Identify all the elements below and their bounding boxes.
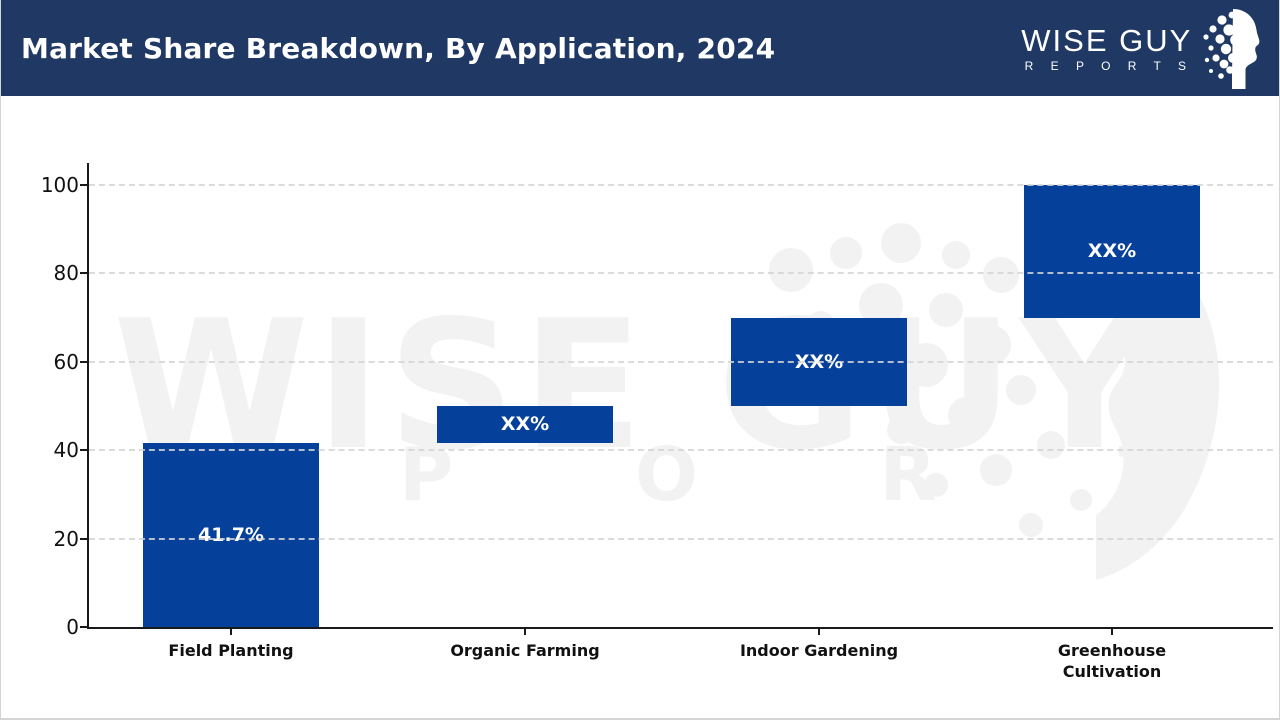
y-tick-label: 80 — [53, 261, 79, 286]
gridline — [89, 184, 1273, 186]
category-label-organic-farming: Organic Farming — [450, 641, 600, 660]
x-tick-mark — [818, 629, 820, 635]
page-title: Market Share Breakdown, By Application, … — [21, 31, 776, 65]
y-axis-line — [87, 163, 89, 629]
bar-organic-farming: XX% — [437, 406, 613, 443]
x-axis-line — [87, 627, 1273, 629]
y-tick-mark — [80, 360, 87, 363]
y-tick-mark — [80, 626, 87, 628]
gridline — [89, 537, 1273, 540]
x-tick-mark — [524, 629, 526, 635]
bar-value-label: XX% — [500, 413, 550, 436]
wise-guy-reports-logo: WISE GUY R E P O R T S — [1021, 6, 1261, 90]
x-tick-mark — [230, 629, 232, 635]
y-tick-label: 60 — [53, 349, 79, 374]
bar-field-planting: 41.7% — [143, 442, 319, 627]
logo-wordmark: WISE GUY — [1021, 22, 1193, 58]
category-label-indoor-gardening: Indoor Gardening — [739, 641, 899, 660]
y-tick-label: 20 — [53, 526, 79, 551]
logo-text: WISE GUY R E P O R T S — [1021, 25, 1193, 72]
y-tick-label: 100 — [40, 173, 79, 197]
gridline — [89, 449, 1273, 452]
y-tick-label: 0 — [66, 615, 79, 639]
logo-subtitle: R E P O R T S — [1024, 58, 1193, 73]
category-label-greenhouse-cultivation: Greenhouse Cultivation — [1057, 641, 1167, 681]
bar-greenhouse-cultivation: XX% — [1024, 185, 1200, 318]
y-tick-mark — [80, 449, 87, 452]
gridline — [89, 360, 1273, 363]
y-tick-mark — [80, 537, 87, 540]
x-tick-mark — [1111, 629, 1113, 635]
y-tick-mark — [80, 184, 87, 186]
bar-value-label: XX% — [1087, 240, 1137, 263]
bar-value-label: 41.7% — [198, 523, 264, 546]
y-tick-mark — [80, 272, 87, 275]
header-bar: Market Share Breakdown, By Application, … — [1, 0, 1279, 96]
y-tick-label: 40 — [53, 438, 79, 463]
dotted-head-profile-icon — [1203, 9, 1260, 89]
category-label-field-planting: Field Planting — [168, 641, 294, 660]
gridline — [89, 272, 1273, 275]
